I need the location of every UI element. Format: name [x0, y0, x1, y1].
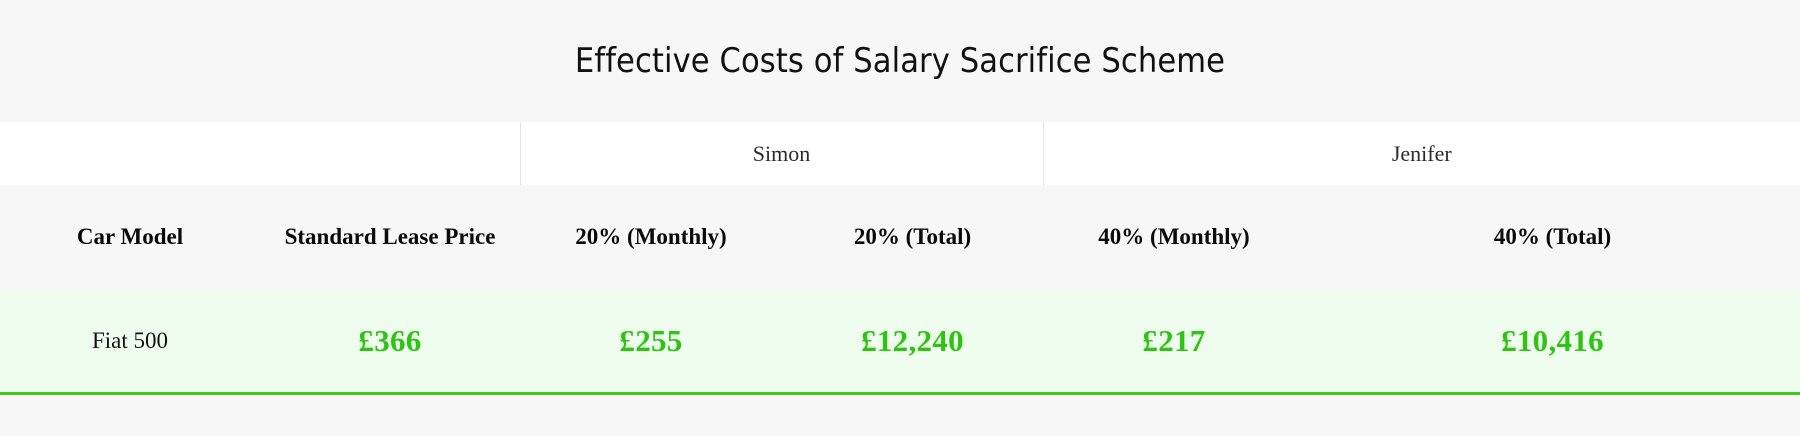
column-header-car-model: Car Model [0, 185, 260, 290]
column-header-row: Car Model Standard Lease Price 20% (Mont… [0, 185, 1800, 290]
column-header-20-total: 20% (Total) [782, 185, 1043, 290]
group-header-row: Simon Jenifer [0, 122, 1800, 185]
group-header-jenifer: Jenifer [1042, 122, 1800, 185]
group-header-blank [0, 122, 520, 185]
table-row: Fiat 500 £366 £255 £12,240 £217 £10,416 [0, 290, 1800, 395]
title-band: Effective Costs of Salary Sacrifice Sche… [0, 0, 1800, 122]
column-header-standard-lease-price: Standard Lease Price [260, 185, 520, 290]
cell-simon-20-total: £12,240 [782, 290, 1043, 395]
column-header-20-monthly: 20% (Monthly) [520, 185, 782, 290]
column-header-40-monthly: 40% (Monthly) [1043, 185, 1305, 290]
group-header-simon: Simon [519, 122, 1043, 185]
column-header-40-total: 40% (Total) [1305, 185, 1800, 290]
cell-standard-lease-price: £366 [260, 290, 520, 395]
cell-simon-20-monthly: £255 [520, 290, 782, 395]
cell-car-model: Fiat 500 [0, 290, 260, 395]
cell-jenifer-40-total: £10,416 [1305, 290, 1800, 395]
cell-jenifer-40-monthly: £217 [1043, 290, 1305, 395]
page-title: Effective Costs of Salary Sacrifice Sche… [574, 41, 1226, 81]
effective-costs-table: Simon Jenifer Car Model Standard Lease P… [0, 122, 1800, 395]
